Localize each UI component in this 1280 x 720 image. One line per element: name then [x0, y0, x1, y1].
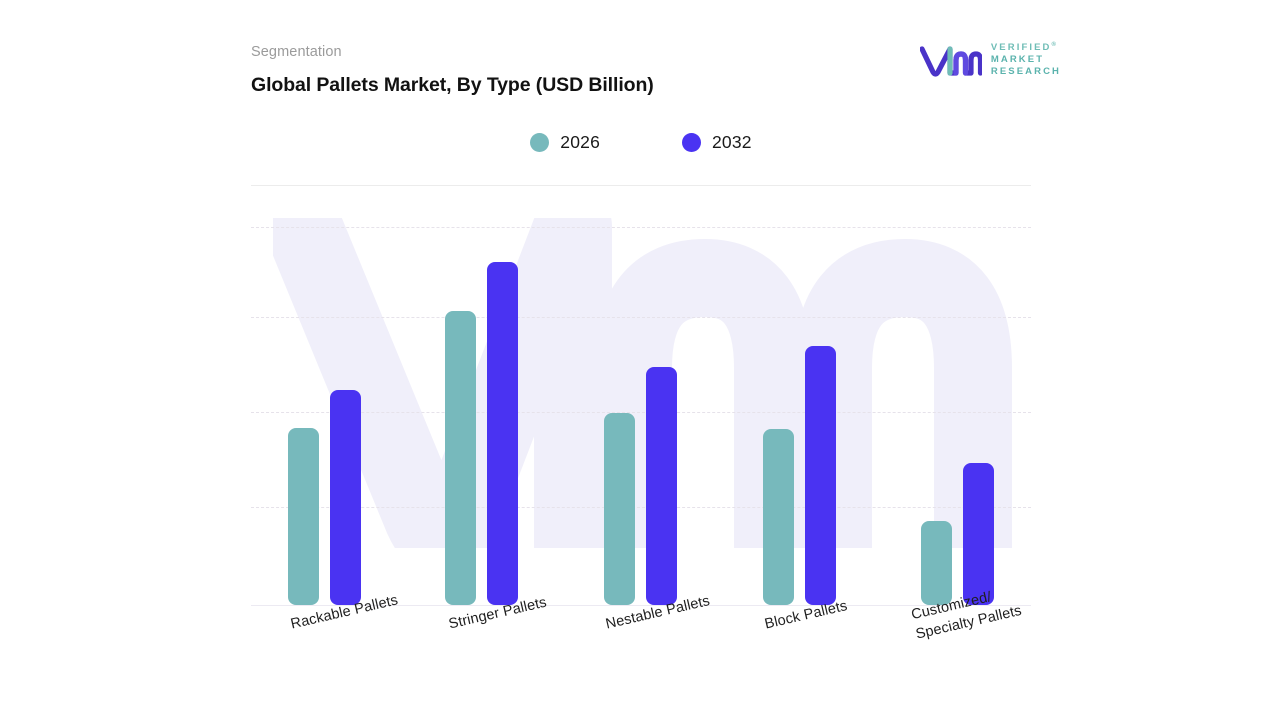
x-axis-labels: Rackable Pallets Stringer Pallets Nestab…: [251, 589, 1031, 706]
bar-2026-block[interactable]: [763, 429, 794, 605]
registered-mark: ®: [1051, 42, 1056, 48]
bar-2032-nestable[interactable]: [646, 367, 677, 605]
legend-item-2026[interactable]: 2026: [530, 132, 600, 153]
bar-group-customized: [921, 190, 994, 605]
bar-2026-rackable[interactable]: [288, 428, 319, 605]
vm-logo-icon: [919, 46, 982, 77]
gridline: [251, 412, 1031, 413]
bar-series-container: [251, 190, 1031, 605]
bar-2026-nestable[interactable]: [604, 413, 635, 605]
bar-group-stringer: [445, 190, 518, 605]
header-divider: [251, 185, 1031, 186]
logo-line-market: MARKET: [990, 54, 1045, 66]
chart-header: Segmentation Global Pallets Market, By T…: [251, 44, 1031, 114]
plot-area: [251, 190, 1031, 606]
bar-2032-rackable[interactable]: [330, 390, 361, 605]
logo-line-verified: VERIFIED®: [990, 42, 1056, 54]
bar-2026-customized[interactable]: [921, 521, 952, 605]
gridline: [251, 227, 1031, 228]
bar-2032-stringer[interactable]: [487, 262, 518, 605]
brand-logo: VERIFIED® MARKET RESEARCH: [919, 42, 1061, 79]
segmentation-kicker: Segmentation: [251, 44, 342, 60]
logo-wordmark: VERIFIED® MARKET RESEARCH: [991, 42, 1061, 79]
bar-2026-stringer[interactable]: [445, 311, 476, 605]
logo-line-research: RESEARCH: [990, 66, 1061, 78]
bar-2032-customized[interactable]: [963, 463, 994, 605]
page-title: Global Pallets Market, By Type (USD Bill…: [251, 74, 654, 97]
bar-group-rackable: [288, 190, 361, 605]
gridlines: [251, 190, 1031, 606]
legend-label: 2026: [560, 132, 600, 152]
x-axis-baseline: [251, 605, 1031, 606]
legend-swatch-icon: [682, 133, 701, 152]
legend-swatch-icon: [530, 133, 550, 152]
legend-item-2032[interactable]: 2032: [682, 132, 752, 153]
chart-legend: 2026 2032: [251, 132, 1031, 153]
bar-group-block: [763, 190, 836, 605]
gridline: [251, 317, 1031, 318]
bar-2032-block[interactable]: [805, 346, 836, 605]
bar-group-nestable: [604, 190, 677, 605]
legend-label: 2032: [712, 132, 752, 152]
gridline: [251, 507, 1031, 508]
